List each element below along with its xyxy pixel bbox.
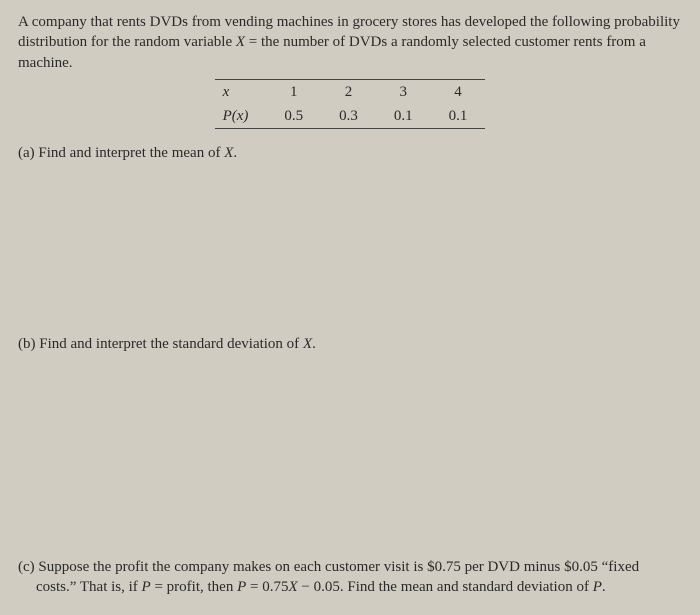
qc-end: . — [602, 579, 606, 595]
qb-text-pre: Find and interpret the standard deviatio… — [39, 336, 303, 352]
intro-var-x: X — [236, 34, 245, 50]
qa-label: (a) — [18, 145, 38, 161]
qb-var: X — [303, 336, 312, 352]
row-label-px: P(x) — [215, 104, 267, 129]
qc-eq: = 0.75 — [246, 579, 288, 595]
table-cell: 3 — [376, 79, 431, 104]
problem-intro: A company that rents DVDs from vending m… — [18, 12, 682, 73]
row-label-x: x — [215, 79, 267, 104]
qc-line1: Suppose the profit the company makes on … — [38, 559, 639, 575]
qc-label: (c) — [18, 559, 38, 575]
table-cell: 2 — [321, 79, 376, 104]
qc-line2: costs.” That is, if P = profit, then P =… — [18, 577, 682, 597]
qc-xvar: X — [288, 579, 297, 595]
qc-p2: P — [237, 579, 246, 595]
question-a: (a) Find and interpret the mean of X. — [18, 143, 682, 163]
qa-text-post: . — [233, 145, 237, 161]
question-c: (c) Suppose the profit the company makes… — [18, 557, 682, 598]
table-row: P(x) 0.5 0.3 0.1 0.1 — [215, 104, 486, 129]
table-cell: 0.1 — [376, 104, 431, 129]
question-b: (b) Find and interpret the standard devi… — [18, 334, 682, 354]
table-cell: 0.1 — [431, 104, 486, 129]
qb-label: (b) — [18, 336, 39, 352]
probability-table: x 1 2 3 4 P(x) 0.5 0.3 0.1 0.1 — [215, 79, 486, 130]
intro-line1: A company that rents DVDs from vending m… — [18, 14, 610, 30]
qa-text-pre: Find and interpret the mean of — [38, 145, 224, 161]
qc-p3: P — [593, 579, 602, 595]
qc-line2-pre: costs.” That is, if — [36, 579, 142, 595]
qb-text-post: . — [312, 336, 316, 352]
table-row: x 1 2 3 4 — [215, 79, 486, 104]
table-cell: 4 — [431, 79, 486, 104]
table-cell: 1 — [266, 79, 321, 104]
qa-var: X — [224, 145, 233, 161]
qc-mid2: − 0.05. Find the mean and standard devia… — [298, 579, 593, 595]
qc-p1: P — [142, 579, 151, 595]
table-cell: 0.3 — [321, 104, 376, 129]
intro-line2-post: = the number of DVDs a randomly selected… — [245, 34, 570, 50]
qc-mid1: = profit, then — [151, 579, 237, 595]
table-cell: 0.5 — [266, 104, 321, 129]
